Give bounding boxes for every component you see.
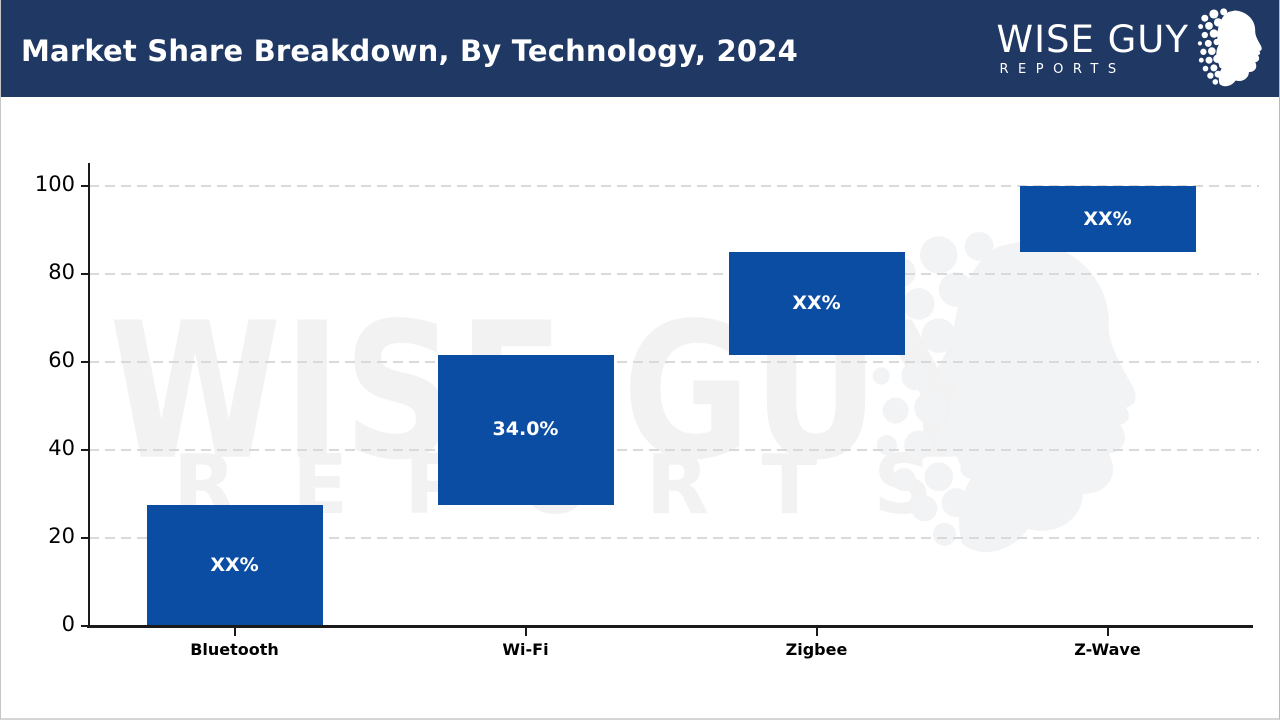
y-tick-100 bbox=[81, 185, 89, 187]
x-tick-bluetooth bbox=[233, 628, 236, 636]
bar-wi-fi bbox=[437, 355, 614, 505]
x-tick-label-bluetooth: Bluetooth bbox=[190, 640, 279, 659]
y-tick-20 bbox=[81, 537, 89, 539]
gridline-80 bbox=[89, 273, 1259, 275]
bar-value-label: XX% bbox=[1083, 208, 1132, 230]
bar-z-wave bbox=[1019, 186, 1196, 252]
brand-subtitle-text: REPORTS bbox=[999, 62, 1126, 77]
y-tick-0 bbox=[81, 625, 89, 627]
y-tick-label-60: 60 bbox=[48, 348, 75, 372]
page-title: Market Share Breakdown, By Technology, 2… bbox=[21, 34, 799, 68]
brand-wordmark: WISE GUY REPORTS bbox=[996, 18, 1189, 78]
y-tick-label-40: 40 bbox=[48, 436, 75, 460]
y-tick-label-80: 80 bbox=[48, 260, 75, 284]
bar-value-label: XX% bbox=[210, 554, 259, 576]
gridline-100 bbox=[89, 185, 1259, 187]
x-tick-z-wave bbox=[1106, 628, 1109, 636]
gridline-40 bbox=[89, 449, 1259, 451]
y-tick-80 bbox=[81, 273, 89, 275]
bar-value-label: XX% bbox=[792, 292, 841, 314]
x-tick-label-wi-fi: Wi-Fi bbox=[502, 640, 549, 659]
chart-header: Market Share Breakdown, By Technology, 2… bbox=[1, 0, 1279, 97]
bar-value-label: 34.0% bbox=[492, 418, 559, 441]
brand-name-text: WISE GUY bbox=[996, 18, 1189, 61]
bar-bluetooth bbox=[146, 505, 323, 626]
x-axis-line bbox=[87, 625, 1253, 628]
y-tick-label-20: 20 bbox=[48, 524, 75, 548]
x-tick-zigbee bbox=[815, 628, 818, 636]
y-tick-label-100: 100 bbox=[34, 172, 75, 196]
y-tick-60 bbox=[81, 361, 89, 363]
y-tick-40 bbox=[81, 449, 89, 451]
y-axis-line bbox=[88, 163, 90, 627]
x-tick-label-z-wave: Z-Wave bbox=[1074, 640, 1141, 659]
y-tick-label-0: 0 bbox=[61, 612, 75, 636]
gridline-60 bbox=[89, 361, 1259, 363]
bar-zigbee bbox=[728, 252, 905, 356]
gridline-20 bbox=[89, 537, 1259, 539]
x-tick-wi-fi bbox=[524, 628, 527, 636]
wiseguy-head-icon bbox=[1195, 7, 1265, 91]
x-tick-label-zigbee: Zigbee bbox=[785, 640, 848, 659]
